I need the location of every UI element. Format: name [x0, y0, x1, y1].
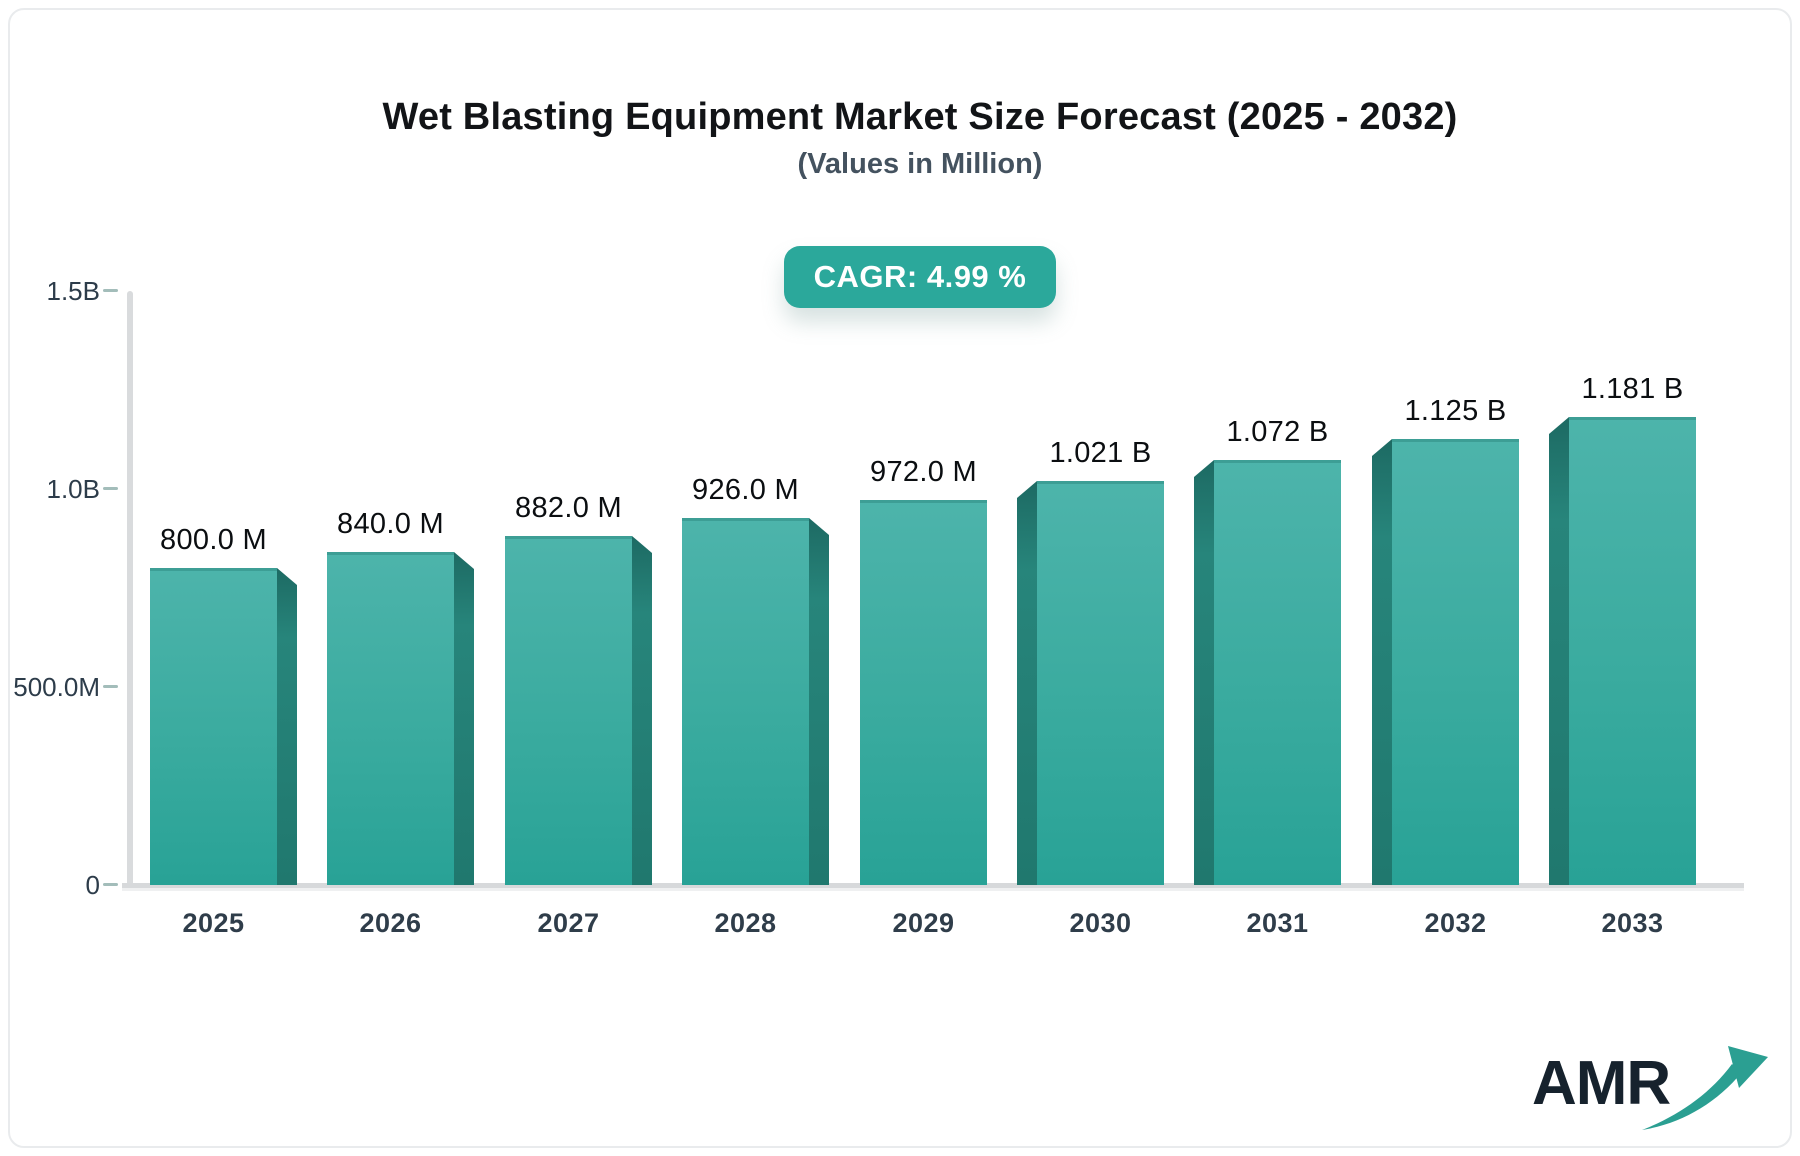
bar-face	[1569, 417, 1696, 885]
bar-2027: 882.0 M	[505, 492, 652, 885]
y-axis-line	[127, 291, 133, 888]
bar-2029: 972.0 M	[860, 456, 987, 885]
x-axis-line	[122, 883, 1744, 888]
y-axis-tick-mark	[103, 487, 118, 490]
bar-side-face	[454, 552, 474, 885]
x-axis-label-2033: 2033	[1601, 908, 1664, 938]
bar-side-face	[1194, 460, 1214, 885]
bar-value-label: 1.181 B	[1581, 373, 1684, 405]
bar-face	[1214, 460, 1341, 885]
bar-value-label: 800.0 M	[160, 524, 267, 556]
bar-side-face	[1017, 481, 1037, 885]
bar-face	[682, 518, 809, 885]
bar-2025: 800.0 M	[150, 524, 297, 885]
cagr-badge-row: CAGR: 4.99 %	[0, 246, 1800, 308]
bar-side-face	[1372, 439, 1392, 885]
bar-side-face	[277, 568, 297, 885]
bar-value-label: 1.021 B	[1049, 437, 1152, 469]
bar-value-label: 1.125 B	[1404, 395, 1507, 427]
bar-2031: 1.072 B	[1194, 416, 1341, 885]
bar-2033: 1.181 B	[1549, 373, 1696, 885]
growth-arrow-icon	[1642, 1046, 1769, 1130]
x-axis-label-2031: 2031	[1246, 908, 1309, 938]
bar-side-face	[632, 536, 652, 885]
x-axis-label-2029: 2029	[892, 908, 955, 938]
bar-value-label: 972.0 M	[870, 456, 977, 488]
x-axis-label-2027: 2027	[537, 908, 600, 938]
x-axis-label-2028: 2028	[714, 908, 777, 938]
bar-value-label: 840.0 M	[337, 508, 444, 540]
chart-title: Wet Blasting Equipment Market Size Forec…	[382, 96, 1458, 138]
amr-logo-text: AMR	[1532, 1048, 1671, 1118]
bar-face	[1037, 481, 1164, 885]
bar-2026: 840.0 M	[327, 508, 474, 885]
bar-side-face	[1549, 417, 1569, 885]
bar-value-label: 882.0 M	[515, 492, 622, 524]
y-axis-tick-label: 1.0B	[46, 474, 101, 504]
x-axis-label-2026: 2026	[359, 908, 422, 938]
bar-face	[505, 536, 632, 885]
bar-2028: 926.0 M	[682, 474, 829, 885]
bar-face	[860, 500, 987, 885]
bar-value-label: 1.072 B	[1226, 416, 1329, 448]
bar-2032: 1.125 B	[1372, 395, 1519, 885]
bar-face	[327, 552, 454, 885]
bar-value-label: 926.0 M	[692, 474, 799, 506]
chart-subtitle: (Values in Million)	[797, 148, 1043, 180]
cagr-badge: CAGR: 4.99 %	[783, 246, 1057, 308]
y-axis-tick-mark	[103, 289, 118, 292]
bar-face	[1392, 439, 1519, 885]
y-axis-tick-mark	[103, 883, 118, 886]
amr-logo: AMR	[1532, 1030, 1770, 1136]
x-axis-label-2030: 2030	[1069, 908, 1132, 938]
y-axis-tick-label: 0	[85, 870, 100, 900]
x-axis-label-2025: 2025	[182, 908, 245, 938]
y-axis-tick-label: 1.5B	[46, 276, 101, 306]
bar-side-face	[809, 518, 829, 885]
y-axis-tick-mark	[103, 685, 118, 688]
x-axis-label-2032: 2032	[1424, 908, 1487, 938]
x-axis-shadow	[122, 888, 1744, 891]
y-axis-tick-label: 500.0M	[13, 672, 100, 702]
bar-face	[150, 568, 277, 885]
bar-2030: 1.021 B	[1017, 437, 1164, 885]
